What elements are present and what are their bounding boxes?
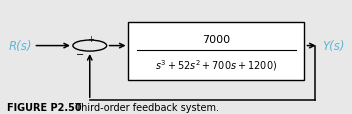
Text: 7000: 7000 [202, 35, 231, 45]
Text: R(s): R(s) [9, 40, 32, 53]
Text: Third-order feedback system.: Third-order feedback system. [69, 102, 219, 111]
Text: +: + [87, 34, 94, 43]
Text: −: − [76, 50, 84, 60]
Bar [128, 23, 304, 80]
Text: $s^3 + 52s^2 + 700s + 1200)$: $s^3 + 52s^2 + 700s + 1200)$ [155, 58, 278, 72]
Text: FIGURE P2.50: FIGURE P2.50 [7, 102, 82, 111]
Text: Y(s): Y(s) [322, 40, 345, 53]
